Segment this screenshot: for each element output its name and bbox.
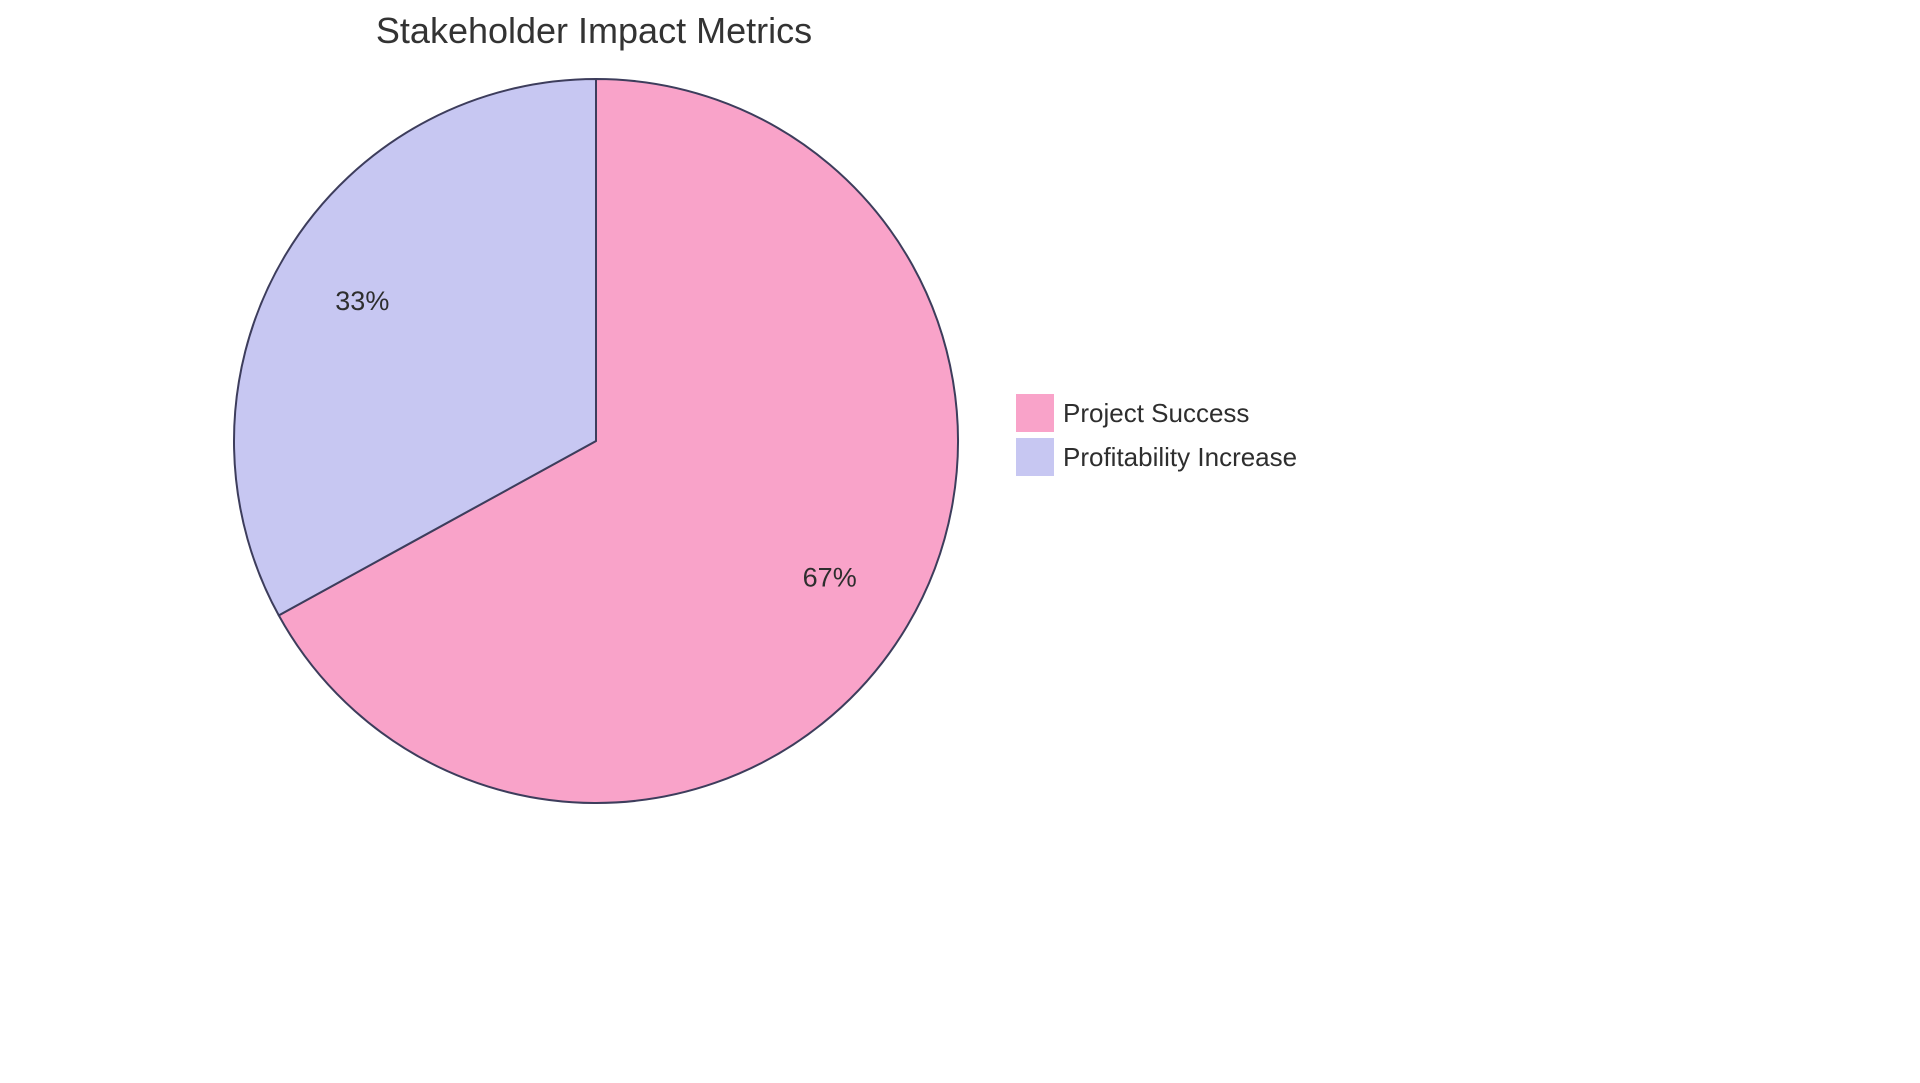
chart-legend: Project Success Profitability Increase (1016, 394, 1297, 476)
legend-item-label: Project Success (1063, 397, 1250, 428)
legend-swatch (1016, 394, 1054, 432)
chart-title: Stakeholder Impact Metrics (375, 10, 813, 51)
legend-item: Profitability Increase (1016, 438, 1297, 476)
pie-slice (277, 78, 959, 804)
legend-item-label: Profitability Increase (1063, 441, 1298, 472)
legend-swatch (1016, 438, 1054, 476)
slice-percentage-label: 67% (803, 562, 857, 592)
legend-item: Project Success (1016, 394, 1297, 432)
slice-percentage-label: 33% (335, 286, 389, 316)
pie-slice (233, 78, 597, 617)
